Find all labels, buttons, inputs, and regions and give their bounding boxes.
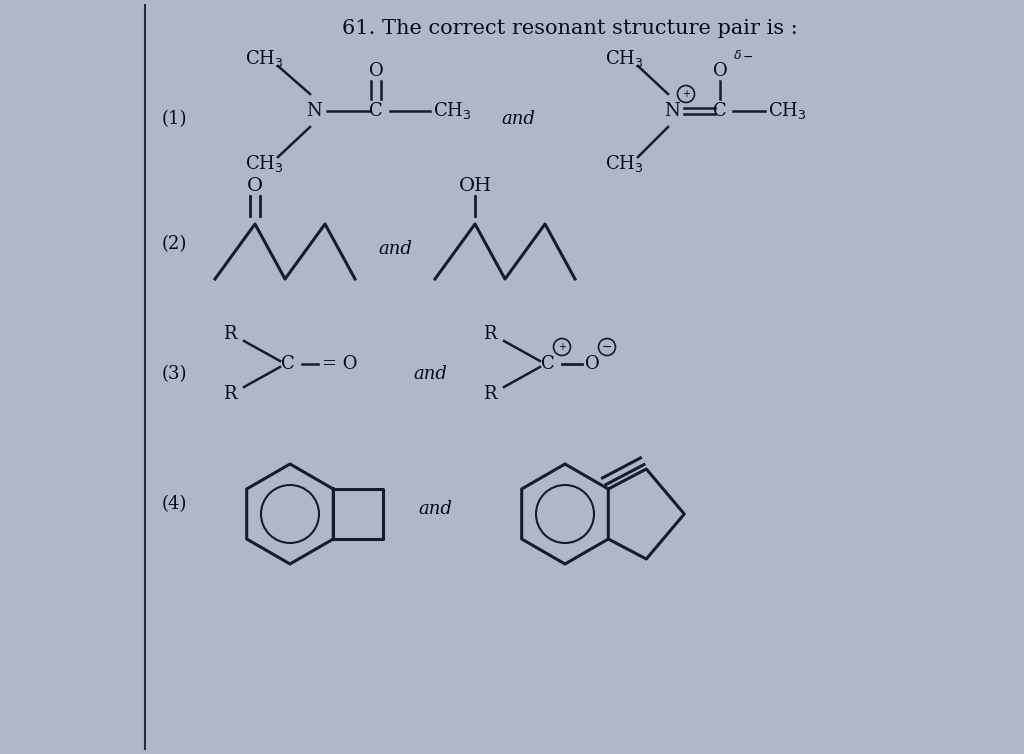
Text: OH: OH — [459, 177, 492, 195]
Text: C: C — [369, 102, 383, 120]
Text: +: + — [558, 342, 566, 352]
Text: (2): (2) — [162, 235, 187, 253]
Text: $\delta$: $\delta$ — [733, 50, 742, 63]
Text: $-$: $-$ — [742, 50, 754, 63]
Text: CH$_3$: CH$_3$ — [605, 154, 644, 174]
Text: CH$_3$: CH$_3$ — [245, 154, 284, 174]
Text: = O: = O — [322, 355, 357, 373]
Text: C: C — [713, 102, 727, 120]
Text: −: − — [602, 341, 612, 354]
Text: R: R — [223, 385, 237, 403]
Text: R: R — [223, 325, 237, 343]
Text: CH$_3$: CH$_3$ — [768, 100, 807, 121]
Text: CH$_3$: CH$_3$ — [433, 100, 472, 121]
Text: N: N — [306, 102, 322, 120]
Text: C: C — [282, 355, 295, 373]
Text: (3): (3) — [162, 365, 187, 383]
Text: and: and — [501, 110, 535, 128]
Text: (4): (4) — [162, 495, 187, 513]
Text: R: R — [483, 385, 497, 403]
Text: and: and — [418, 500, 452, 518]
Text: CH$_3$: CH$_3$ — [605, 48, 644, 69]
Text: C: C — [541, 355, 555, 373]
Text: 61. The correct resonant structure pair is :: 61. The correct resonant structure pair … — [342, 20, 798, 38]
Text: O: O — [369, 62, 383, 80]
Text: and: and — [413, 365, 446, 383]
Text: O: O — [713, 62, 727, 80]
Text: +: + — [682, 89, 690, 99]
Text: O: O — [247, 177, 263, 195]
Text: O: O — [585, 355, 599, 373]
Text: and: and — [378, 240, 412, 258]
Text: R: R — [483, 325, 497, 343]
Text: N: N — [665, 102, 680, 120]
Text: CH$_3$: CH$_3$ — [245, 48, 284, 69]
Text: (1): (1) — [162, 110, 187, 128]
